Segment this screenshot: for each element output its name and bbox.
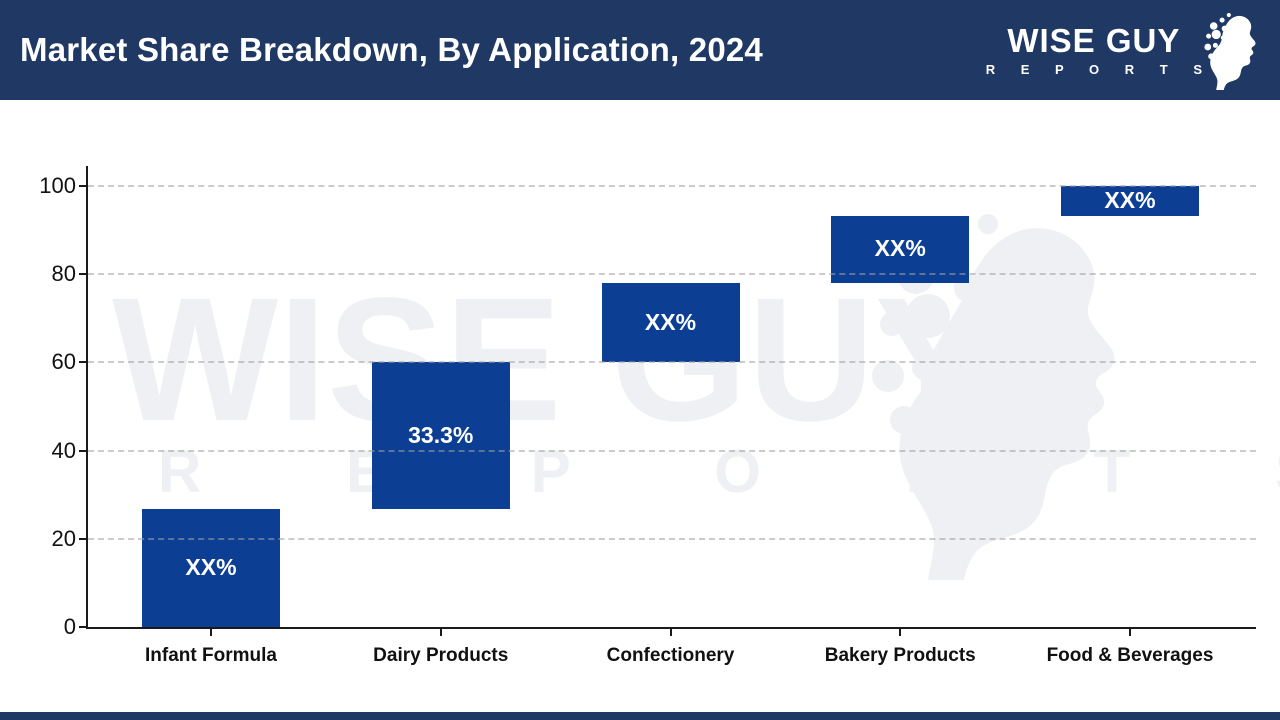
bar-value-label: XX% [1104, 186, 1156, 213]
y-axis-line [86, 166, 88, 629]
y-tick-label-60: 60 [51, 349, 76, 375]
y-tick-label-0: 0 [63, 614, 76, 639]
y-tick-mark-100 [79, 185, 87, 187]
category-label: Bakery Products [824, 645, 976, 666]
x-tick-mark [439, 629, 442, 636]
bar-dairy-products [371, 362, 510, 510]
y-tick-mark-40 [79, 449, 87, 452]
y-tick-label-100: 100 [39, 173, 76, 198]
bar-bakery-products [831, 215, 970, 284]
header-bar: Market Share Breakdown, By Application, … [0, 0, 1280, 100]
y-tick-mark-60 [79, 361, 87, 364]
x-axis-line [86, 627, 1256, 629]
bar-confectionery [601, 283, 740, 363]
bar-food-beverages [1061, 186, 1199, 216]
gridline-60 [88, 361, 1256, 364]
gridline-20 [88, 537, 1256, 540]
bar-value-label: XX% [644, 308, 697, 335]
bar-infant-formula [142, 509, 280, 627]
logo-wordmark: WISE GUY [1007, 22, 1181, 59]
category-label: Food & Beverages [1046, 645, 1214, 666]
x-tick-mark [1129, 629, 1131, 636]
y-tick-label-40: 40 [51, 437, 76, 463]
y-tick-mark-20 [79, 537, 87, 540]
y-tick-mark-80 [79, 273, 87, 276]
x-tick-mark [210, 629, 212, 636]
gridline-100 [88, 185, 1256, 187]
wiseguy-logo-text: WISE GUY R E P O R T S [986, 24, 1202, 76]
bar-value-label: XX% [185, 554, 237, 581]
gridline-80 [88, 273, 1256, 276]
wiseguy-face-icon [1204, 12, 1256, 90]
watermark-wordmark: WISE GUY [112, 262, 993, 458]
category-label: Dairy Products [373, 645, 509, 666]
plot-area: 0 20 40 60 80 100 XX% Infant Formula 33.3% Dairy … [0, 100, 1280, 712]
y-tick-label-80: 80 [51, 261, 76, 287]
x-tick-mark [669, 629, 672, 636]
watermark-face-icon [872, 214, 1115, 580]
bar-value-label: 33.3% [408, 421, 474, 448]
category-label: Infant Formula [145, 645, 277, 666]
y-tick-mark-0 [79, 626, 87, 628]
bar-value-label: XX% [874, 235, 926, 262]
chart-title: Market Share Breakdown, By Application, … [20, 31, 763, 68]
footer-bar [0, 712, 1280, 720]
gridline-40 [88, 449, 1256, 452]
category-label: Confectionery [606, 645, 735, 666]
x-tick-mark [899, 629, 902, 636]
logo-subtitle: R E P O R T S [985, 62, 1213, 77]
wiseguy-logo: WISE GUY R E P O R T S [986, 0, 1268, 100]
y-tick-label-20: 20 [51, 525, 76, 551]
